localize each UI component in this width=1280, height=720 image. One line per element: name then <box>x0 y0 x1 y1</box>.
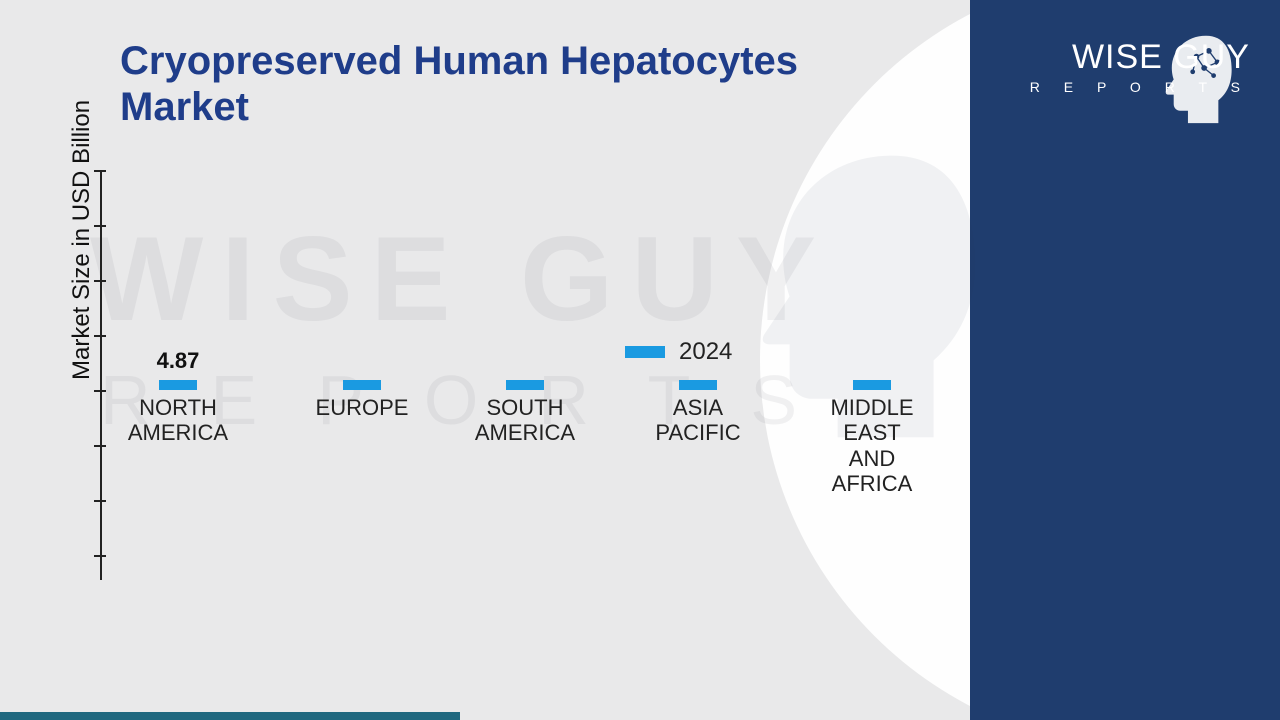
bar-value: 4.87 <box>157 348 200 374</box>
brand-logo: WISE GUY R E P O R T S <box>1030 38 1250 95</box>
brand-name: WISE GUY <box>1030 38 1250 77</box>
y-axis-tick <box>94 390 106 392</box>
bottom-accent-bar <box>0 712 460 720</box>
y-axis-tick <box>94 500 106 502</box>
category-label: EUROPE <box>282 395 442 420</box>
category-label: NORTHAMERICA <box>98 395 258 446</box>
y-axis-tick <box>94 555 106 557</box>
y-axis-label: Market Size in USD Billion <box>68 100 96 380</box>
bar <box>159 380 197 390</box>
legend-swatch <box>625 346 665 358</box>
chart-plot-area: 4.87 <box>100 170 970 390</box>
chart-canvas: WISE GUY REPORTS Cryopreserved Human Hep… <box>0 0 1280 720</box>
bar <box>506 380 544 390</box>
bar <box>679 380 717 390</box>
category-label: ASIAPACIFIC <box>618 395 778 446</box>
legend-label: 2024 <box>679 338 732 366</box>
bar <box>853 380 891 390</box>
category-label: MIDDLEEASTANDAFRICA <box>792 395 952 496</box>
category-label: SOUTHAMERICA <box>445 395 605 446</box>
chart-title: Cryopreserved Human Hepatocytes Market <box>120 38 860 130</box>
bar <box>343 380 381 390</box>
legend: 2024 <box>625 338 732 366</box>
brand-subtitle: R E P O R T S <box>1030 79 1250 95</box>
